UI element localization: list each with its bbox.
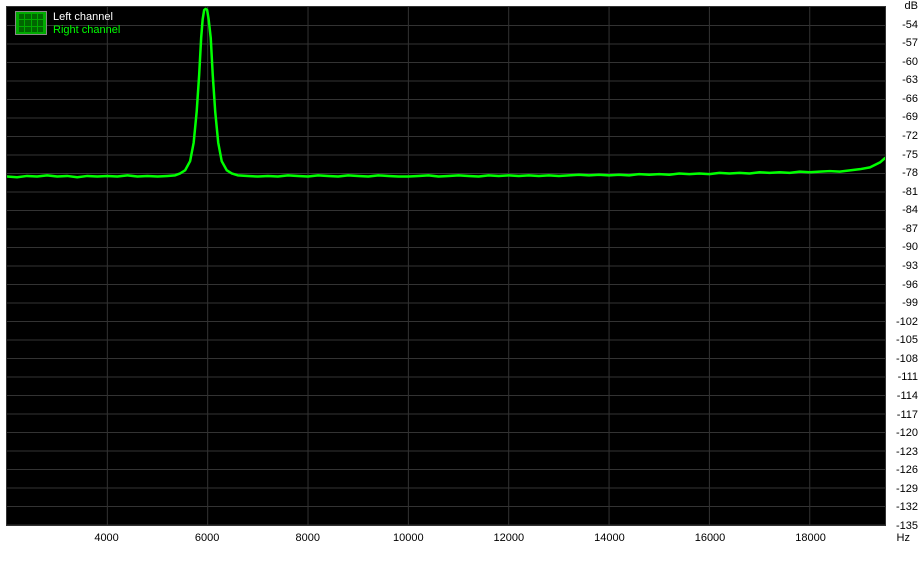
x-tick-label: 12000 [494, 532, 525, 544]
y-tick-label: -123 [896, 446, 918, 458]
legend: Left channel Right channel [15, 11, 120, 37]
y-axis-labels: dB -54-57-60-63-66-69-72-75-78-81-84-87-… [890, 6, 920, 526]
x-tick-label: 8000 [295, 532, 319, 544]
y-tick-label: -96 [902, 279, 918, 291]
y-tick-label: -105 [896, 334, 918, 346]
y-tick-label: -99 [902, 297, 918, 309]
y-tick-label: -126 [896, 464, 918, 476]
y-tick-label: -120 [896, 427, 918, 439]
y-tick-label: -57 [902, 37, 918, 49]
y-tick-label: -108 [896, 353, 918, 365]
legend-right-channel: Right channel [53, 24, 120, 37]
plot-area: Left channel Right channel [6, 6, 886, 526]
y-tick-label: -78 [902, 167, 918, 179]
y-tick-label: -60 [902, 56, 918, 68]
x-tick-label: 6000 [195, 532, 219, 544]
legend-left-channel: Left channel [53, 11, 120, 24]
y-tick-label: -66 [902, 93, 918, 105]
x-tick-label: 16000 [695, 532, 726, 544]
y-tick-label: -87 [902, 223, 918, 235]
y-tick-label: -54 [902, 19, 918, 31]
x-tick-label: 4000 [94, 532, 118, 544]
y-tick-label: -132 [896, 501, 918, 513]
y-tick-label: -129 [896, 483, 918, 495]
y-tick-label: -81 [902, 186, 918, 198]
spectrum-chart: Left channel Right channel dB -54 -57 -60 -… [0, 0, 924, 567]
y-tick-label: -135 [896, 520, 918, 532]
y-tick-label: -93 [902, 260, 918, 272]
legend-labels: Left channel Right channel [53, 11, 120, 37]
y-tick-label: -102 [896, 316, 918, 328]
x-tick-label: 10000 [393, 532, 424, 544]
plot-svg [7, 7, 885, 525]
y-tick-label: -111 [898, 371, 918, 383]
y-tick-label: -63 [902, 74, 918, 86]
x-axis-unit: Hz [897, 532, 910, 544]
y-tick-label: -117 [897, 409, 918, 421]
y-tick-label: -72 [902, 130, 918, 142]
y-axis-unit: dB [905, 0, 918, 12]
x-axis-labels: Hz 4000600080001000012000140001600018000 [6, 530, 886, 550]
y-tick-label: -90 [902, 241, 918, 253]
x-tick-label: 14000 [594, 532, 625, 544]
y-tick-label: -75 [902, 149, 918, 161]
y-tick-label: -84 [902, 204, 918, 216]
x-tick-label: 18000 [795, 532, 826, 544]
legend-icon [15, 11, 47, 35]
y-tick-label: -114 [897, 390, 918, 402]
y-tick-label: -69 [902, 111, 918, 123]
